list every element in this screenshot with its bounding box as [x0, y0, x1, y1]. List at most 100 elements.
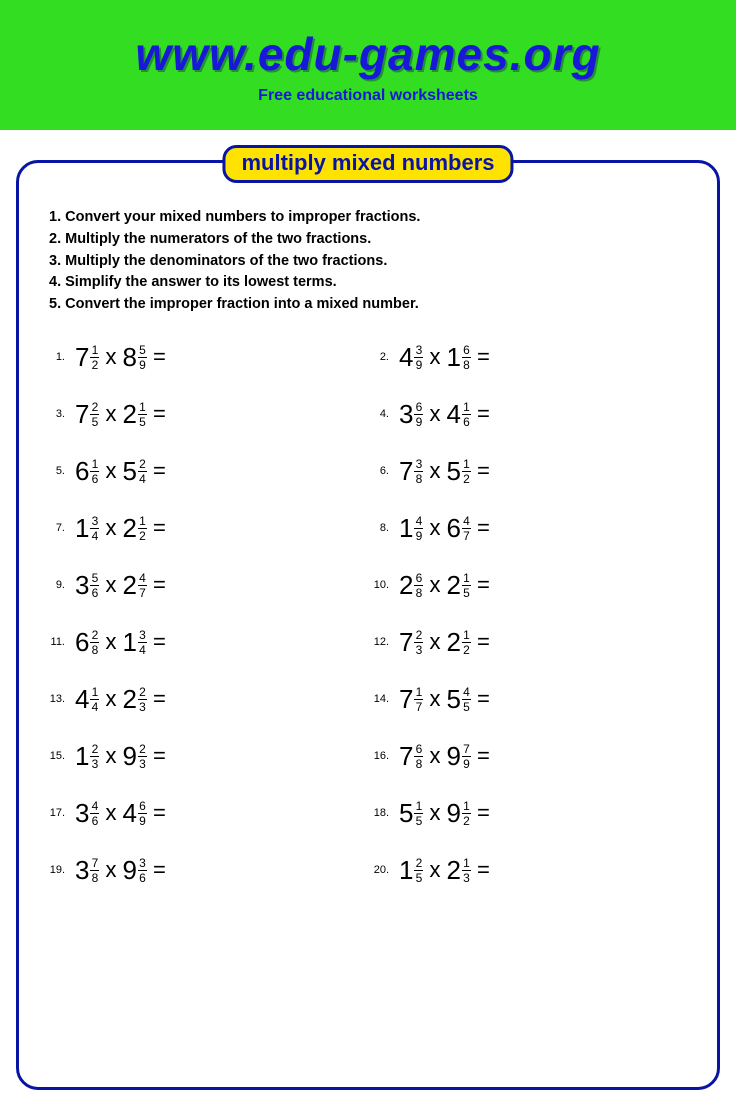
instruction-line: 3. Multiply the denominators of the two … [49, 251, 687, 273]
numerator: 3 [416, 344, 423, 357]
worksheet-title: multiply mixed numbers [241, 150, 494, 175]
whole-part: 5 [122, 458, 136, 484]
denominator: 3 [139, 757, 146, 770]
denominator: 6 [139, 871, 146, 884]
problem-row: 18.515x912= [373, 800, 687, 827]
problem-row: 6.738x512= [373, 458, 687, 485]
denominator: 6 [92, 814, 99, 827]
whole-part: 8 [122, 344, 136, 370]
whole-part: 7 [399, 458, 413, 484]
denominator: 9 [416, 415, 423, 428]
numerator: 1 [92, 458, 99, 471]
problem-number: 20. [373, 864, 399, 876]
fraction-part: 16 [462, 401, 471, 428]
mixed-number: 414 [75, 686, 99, 713]
fraction-part: 12 [138, 515, 147, 542]
operator: x [105, 574, 116, 596]
whole-part: 5 [399, 800, 413, 826]
mixed-number: 149 [399, 515, 423, 542]
whole-part: 7 [399, 686, 413, 712]
fraction-part: 23 [138, 686, 147, 713]
fraction-part: 14 [90, 686, 99, 713]
numerator: 1 [463, 401, 470, 414]
fraction-part: 15 [138, 401, 147, 428]
fraction-part: 12 [462, 629, 471, 656]
equals-sign: = [153, 802, 166, 824]
mixed-number: 616 [75, 458, 99, 485]
numerator: 6 [416, 743, 423, 756]
fraction-part: 36 [138, 857, 147, 884]
problem-row: 9.356x247= [49, 572, 363, 599]
equals-sign: = [153, 631, 166, 653]
numerator: 7 [92, 857, 99, 870]
whole-part: 9 [122, 743, 136, 769]
operator: x [429, 859, 440, 881]
problem-row: 7.134x212= [49, 515, 363, 542]
equals-sign: = [153, 460, 166, 482]
equals-sign: = [477, 859, 490, 881]
problem-row: 3.725x215= [49, 401, 363, 428]
operator: x [105, 745, 116, 767]
denominator: 8 [416, 586, 423, 599]
whole-part: 2 [122, 515, 136, 541]
fraction-part: 16 [90, 458, 99, 485]
denominator: 4 [92, 700, 99, 713]
expression: 378x936= [75, 857, 166, 884]
mixed-number: 134 [75, 515, 99, 542]
numerator: 4 [416, 515, 423, 528]
problem-number: 13. [49, 693, 75, 705]
whole-part: 3 [75, 857, 89, 883]
numerator: 3 [139, 629, 146, 642]
whole-part: 2 [122, 572, 136, 598]
instruction-line: 4. Simplify the answer to its lowest ter… [49, 272, 687, 294]
numerator: 6 [416, 572, 423, 585]
numerator: 2 [416, 629, 423, 642]
numerator: 4 [139, 572, 146, 585]
whole-part: 6 [75, 458, 89, 484]
fraction-part: 24 [138, 458, 147, 485]
mixed-number: 125 [399, 857, 423, 884]
numerator: 2 [139, 686, 146, 699]
fraction-part: 47 [138, 572, 147, 599]
equals-sign: = [477, 631, 490, 653]
numerator: 4 [463, 515, 470, 528]
whole-part: 4 [75, 686, 89, 712]
equals-sign: = [153, 688, 166, 710]
whole-part: 7 [75, 344, 89, 370]
problem-number: 3. [49, 408, 75, 420]
problem-number: 16. [373, 750, 399, 762]
problem-row: 8.149x647= [373, 515, 687, 542]
numerator: 4 [463, 686, 470, 699]
problem-number: 10. [373, 579, 399, 591]
denominator: 6 [92, 586, 99, 599]
problem-row: 19.378x936= [49, 857, 363, 884]
fraction-part: 68 [414, 743, 423, 770]
numerator: 1 [463, 857, 470, 870]
problem-number: 1. [49, 351, 75, 363]
problem-row: 5.616x524= [49, 458, 363, 485]
site-subtitle: Free educational worksheets [258, 87, 478, 105]
numerator: 3 [416, 458, 423, 471]
denominator: 9 [416, 529, 423, 542]
mixed-number: 723 [399, 629, 423, 656]
expression: 414x223= [75, 686, 166, 713]
fraction-part: 12 [90, 344, 99, 371]
instruction-line: 5. Convert the improper fraction into a … [49, 294, 687, 316]
problem-number: 9. [49, 579, 75, 591]
problem-number: 18. [373, 807, 399, 819]
equals-sign: = [153, 574, 166, 596]
problem-row: 14.717x545= [373, 686, 687, 713]
operator: x [105, 802, 116, 824]
fraction-part: 38 [414, 458, 423, 485]
numerator: 6 [463, 344, 470, 357]
denominator: 2 [139, 529, 146, 542]
whole-part: 1 [75, 743, 89, 769]
whole-part: 4 [122, 800, 136, 826]
expression: 149x647= [399, 515, 490, 542]
problem-number: 15. [49, 750, 75, 762]
fraction-part: 13 [462, 857, 471, 884]
numerator: 1 [139, 515, 146, 528]
whole-part: 7 [399, 629, 413, 655]
fraction-part: 56 [90, 572, 99, 599]
mixed-number: 247 [122, 572, 146, 599]
